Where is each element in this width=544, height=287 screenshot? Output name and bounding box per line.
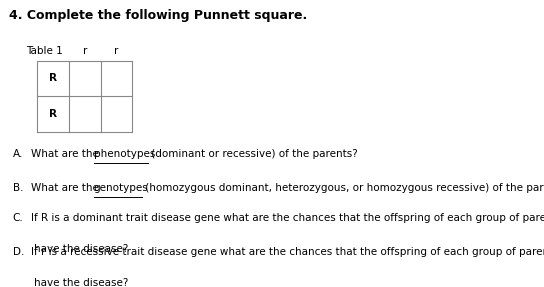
Text: If R is a dominant trait disease gene what are the chances that the offspring of: If R is a dominant trait disease gene wh… [30,213,544,223]
Text: R: R [49,73,57,83]
Text: If r is a recessive trait disease gene what are the chances that the offspring o: If r is a recessive trait disease gene w… [30,247,544,257]
Text: D.: D. [13,247,24,257]
Text: 4. Complete the following Punnett square.: 4. Complete the following Punnett square… [9,9,307,22]
Text: Table 1: Table 1 [26,46,63,56]
Text: have the disease?: have the disease? [34,243,129,253]
Text: R: R [49,109,57,119]
Text: A.: A. [13,149,23,159]
Text: What are the: What are the [30,149,102,159]
Text: phenotypes: phenotypes [94,149,155,159]
Text: What are the: What are the [30,183,102,193]
Text: r: r [83,46,87,56]
Text: C.: C. [13,213,23,223]
Text: have the disease?: have the disease? [34,278,129,287]
Text: genotypes: genotypes [94,183,149,193]
Text: (dominant or recessive) of the parents?: (dominant or recessive) of the parents? [149,149,358,159]
Text: (homozygous dominant, heterozygous, or homozygous recessive) of the parents?: (homozygous dominant, heterozygous, or h… [143,183,544,193]
Text: B.: B. [13,183,23,193]
Text: r: r [114,46,119,56]
